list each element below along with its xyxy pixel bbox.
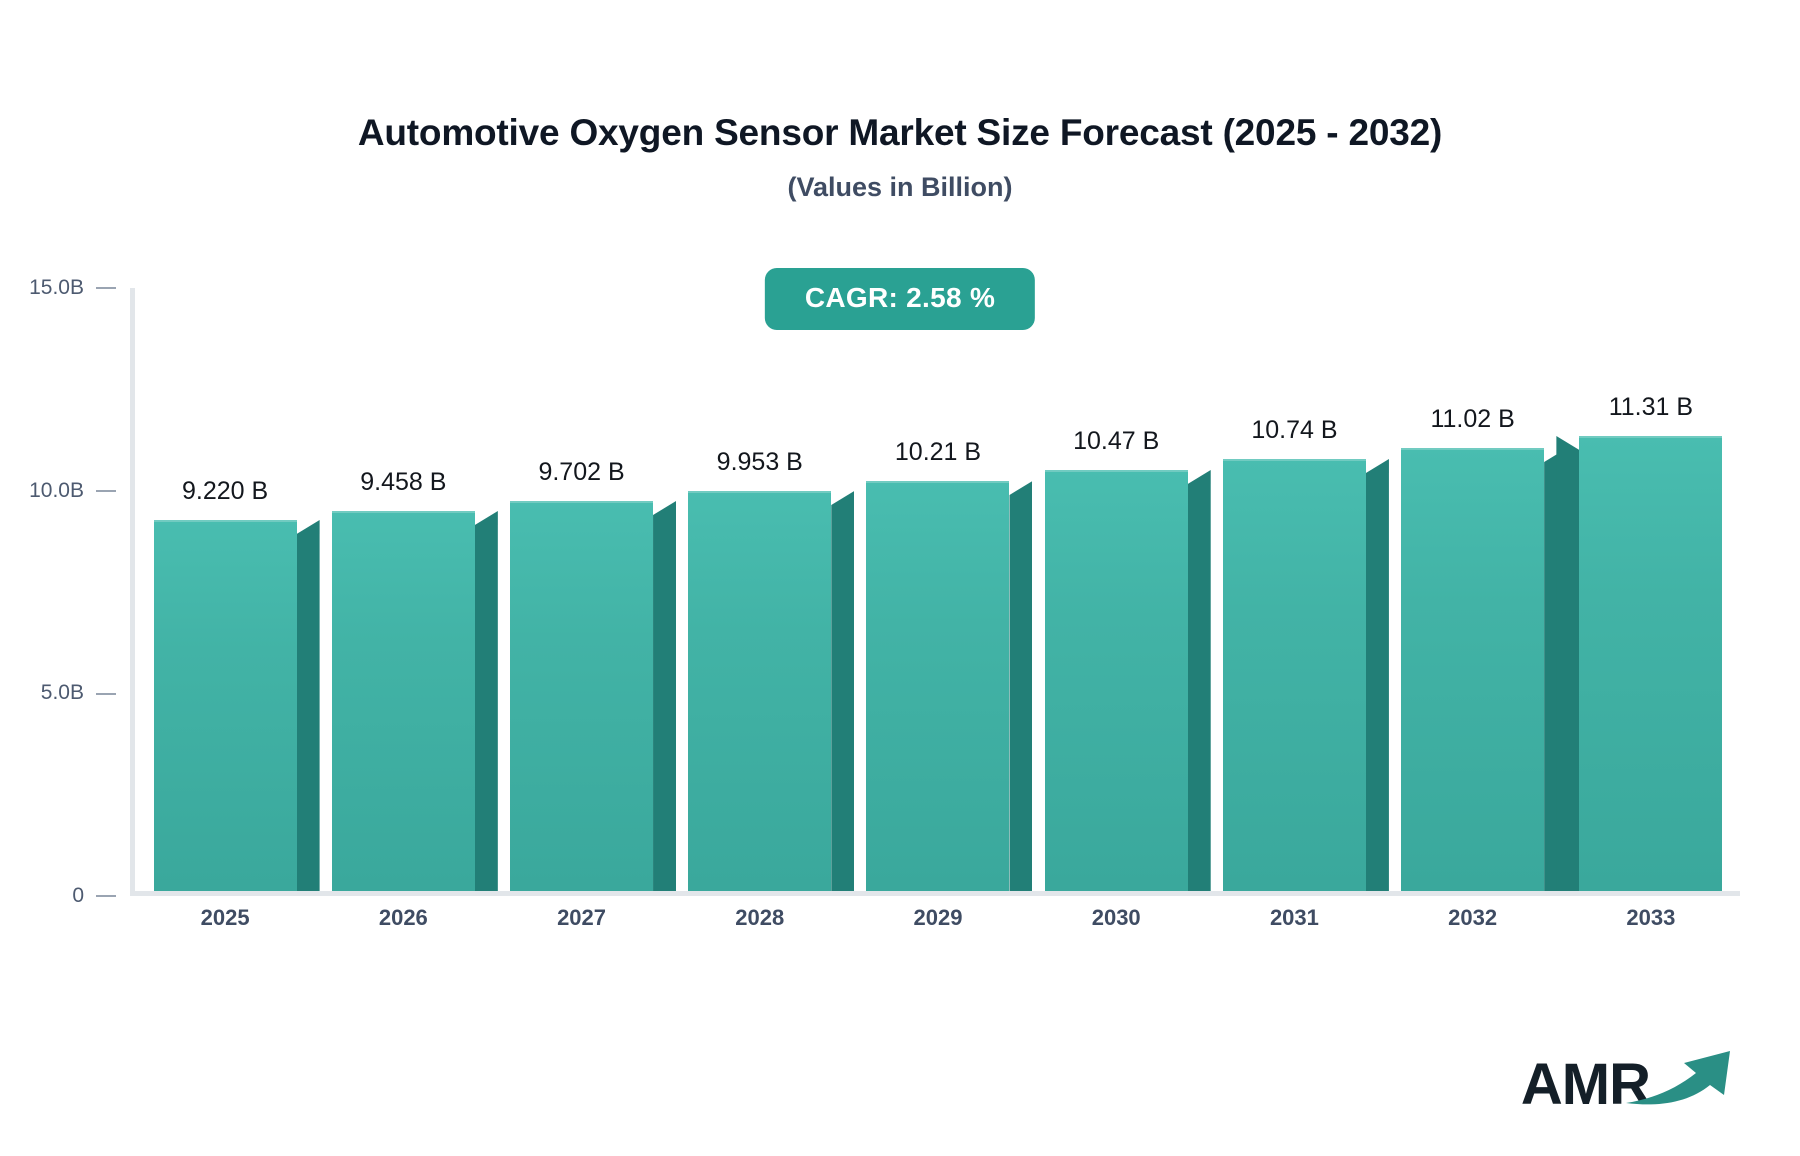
chart-subtitle: (Values in Billion) [787,172,1013,202]
bar-value-label: 10.47 B [1073,427,1160,455]
bar-side-face [831,491,855,891]
x-axis-label: 2025 [200,905,250,930]
tick-dash-icon [96,287,116,290]
y-axis-tick: 5.0B [41,681,116,705]
x-axis-line [130,891,1740,896]
bar-item[interactable]: 10.74 B [1222,416,1389,891]
bar-front-face [153,520,297,891]
x-axis-label: 2027 [557,905,607,930]
tick-dash-icon [96,895,116,898]
logo-text: AMR [1520,1052,1651,1117]
x-axis-label: 2029 [913,905,963,930]
bar-front-face [1579,436,1723,891]
bar-side-face [1009,481,1033,891]
plot-area: 15.0B 10.0B 5.0B 0 9.220 B 9.458 B 9.702 B… [29,276,1740,907]
y-axis-line [130,288,135,896]
bar-item[interactable]: 11.31 B [1556,393,1723,891]
x-axis-label: 2031 [1269,905,1319,930]
bar-front-face [1044,470,1188,891]
bar-value-label: 10.74 B [1251,416,1338,444]
bar-slot: 11.31 B [1556,288,1740,891]
amr-logo: AMR [1521,1045,1744,1114]
y-axis-tick: 0 [72,884,116,908]
tick-dash-icon [96,490,116,493]
bar-item[interactable]: 9.458 B [331,468,498,891]
y-axis-tick: 10.0B [29,479,116,503]
bar-value-label: 9.220 B [182,477,269,505]
growth-arrow-icon [1624,1045,1744,1112]
bar-front-face [510,501,654,891]
bar-front-face [1222,459,1366,891]
bar-side-face [653,501,677,891]
bar-slot: 10.47 B [1027,288,1211,891]
bar-slot: 10.21 B [849,288,1033,891]
bar-item[interactable]: 9.953 B [688,448,855,891]
x-axis-label: 2028 [735,905,785,930]
bar-side-face [1365,459,1389,891]
bar-slot: 9.702 B [492,288,677,891]
bar-item[interactable]: 11.02 B [1401,405,1568,891]
bar-series: 9.220 B 9.458 B 9.702 B 9.953 B 10.21 B 10.47… [136,288,1740,891]
bar-side-face [1187,470,1211,891]
bar-front-face [331,511,475,891]
x-axis-labels: 2025 2026 2027 2028 2029 2030 2031 2032 2033 [136,905,1740,931]
bar-item[interactable]: 9.702 B [510,458,677,891]
bar-value-label: 9.458 B [360,468,447,496]
bar-side-face [296,520,320,891]
x-axis-label: 2026 [378,905,428,930]
bar-value-label: 9.953 B [716,448,803,476]
x-axis-label: 2032 [1448,905,1498,930]
bar-slot: 9.953 B [671,288,855,891]
bar-value-label: 11.02 B [1430,405,1515,433]
y-axis-tick: 15.0B [29,276,116,300]
bar-value-label: 11.31 B [1608,393,1694,421]
bar-side-face [1556,436,1580,891]
bar-item[interactable]: 10.21 B [866,438,1033,891]
bar-value-label: 10.21 B [894,438,982,466]
y-axis-tick-label: 10.0B [29,478,84,502]
bar-side-face [474,511,498,891]
tick-dash-icon [96,692,116,695]
bar-slot: 11.02 B [1384,288,1568,891]
y-axis-tick-label: 15.0B [29,276,84,299]
x-axis-label: 2033 [1626,905,1676,930]
cagr-badge: CAGR: 2.58 % [764,268,1036,330]
bar-slot: 9.220 B [136,288,320,891]
x-axis-label: 2030 [1091,905,1141,930]
y-axis-tick-label: 0 [72,884,84,907]
bar-front-face [688,491,832,891]
bar-front-face [866,481,1010,891]
bar-front-face [1401,448,1545,891]
page-title: Automotive Oxygen Sensor Market Size For… [357,112,1443,153]
bar-value-label: 9.702 B [538,458,625,486]
bar-slot: 9.458 B [314,288,498,891]
bar-item[interactable]: 9.220 B [153,477,320,891]
bar-slot: 10.74 B [1205,288,1389,891]
y-axis-tick-label: 5.0B [40,681,84,705]
bar-item[interactable]: 10.47 B [1044,427,1211,891]
